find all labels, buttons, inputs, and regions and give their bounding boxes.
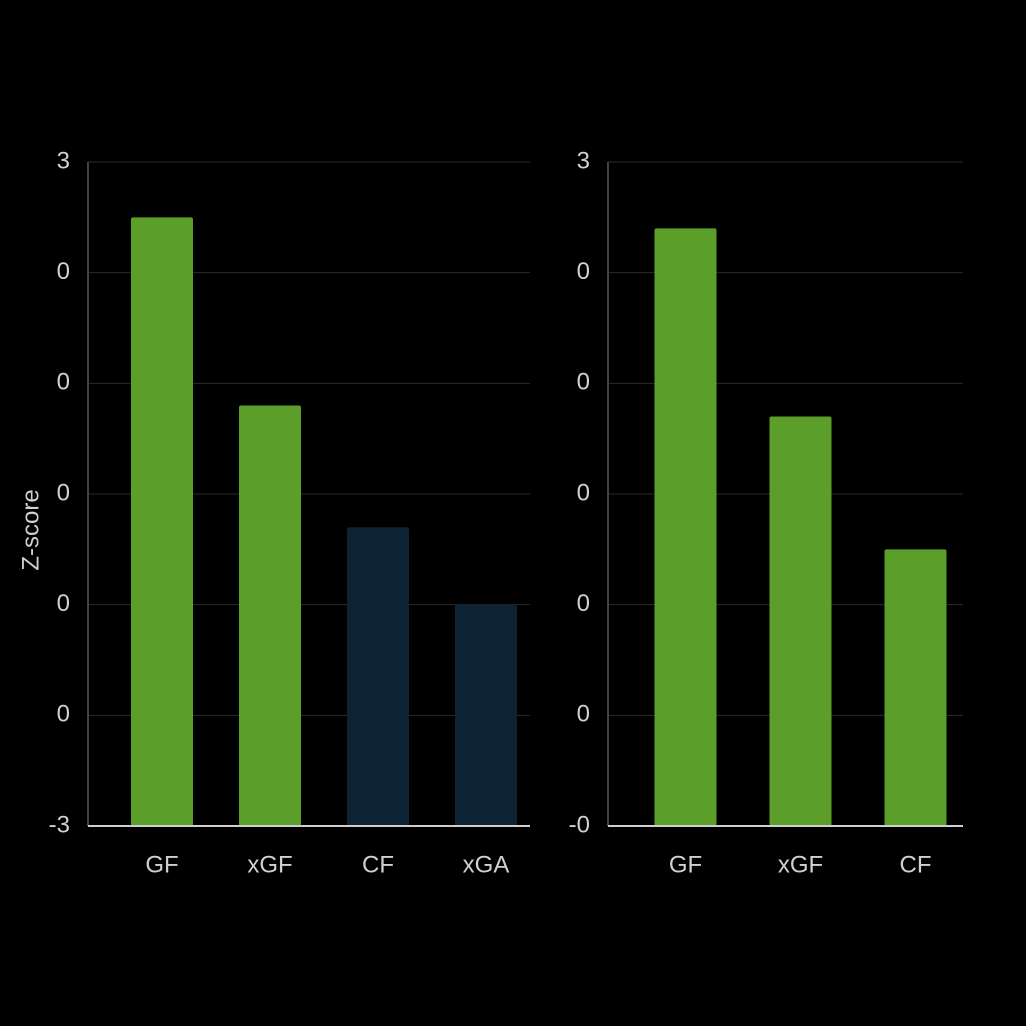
x-tick-label: xGF	[247, 851, 292, 878]
bar	[239, 405, 301, 826]
y-tick-label: 0	[57, 479, 70, 506]
bar	[455, 604, 517, 826]
x-tick-label: CF	[362, 851, 394, 878]
y-tick-label: 0	[577, 369, 590, 396]
y-tick-label: 0	[577, 701, 590, 728]
y-tick-label: 3	[57, 147, 70, 174]
y-axis-label: Z-score	[17, 489, 44, 570]
bar	[347, 527, 409, 826]
y-tick-label: 0	[57, 258, 70, 285]
y-tick-label: 0	[577, 258, 590, 285]
y-tick-label: 0	[57, 590, 70, 617]
bar	[884, 549, 947, 826]
y-tick-label: 3	[577, 147, 590, 174]
y-tick-label: 0	[57, 369, 70, 396]
x-tick-label: GF	[669, 851, 702, 878]
x-tick-label: xGF	[778, 851, 823, 878]
x-tick-label: GF	[145, 851, 178, 878]
y-tick-label: -3	[49, 811, 70, 838]
bar	[769, 416, 832, 826]
bar	[131, 217, 193, 827]
x-tick-label: xGA	[463, 851, 510, 878]
x-tick-label: CF	[900, 851, 932, 878]
y-tick-label: 0	[577, 479, 590, 506]
y-tick-label: 0	[57, 701, 70, 728]
y-tick-label: -0	[569, 811, 590, 838]
y-tick-label: 0	[577, 590, 590, 617]
bar	[654, 228, 717, 826]
